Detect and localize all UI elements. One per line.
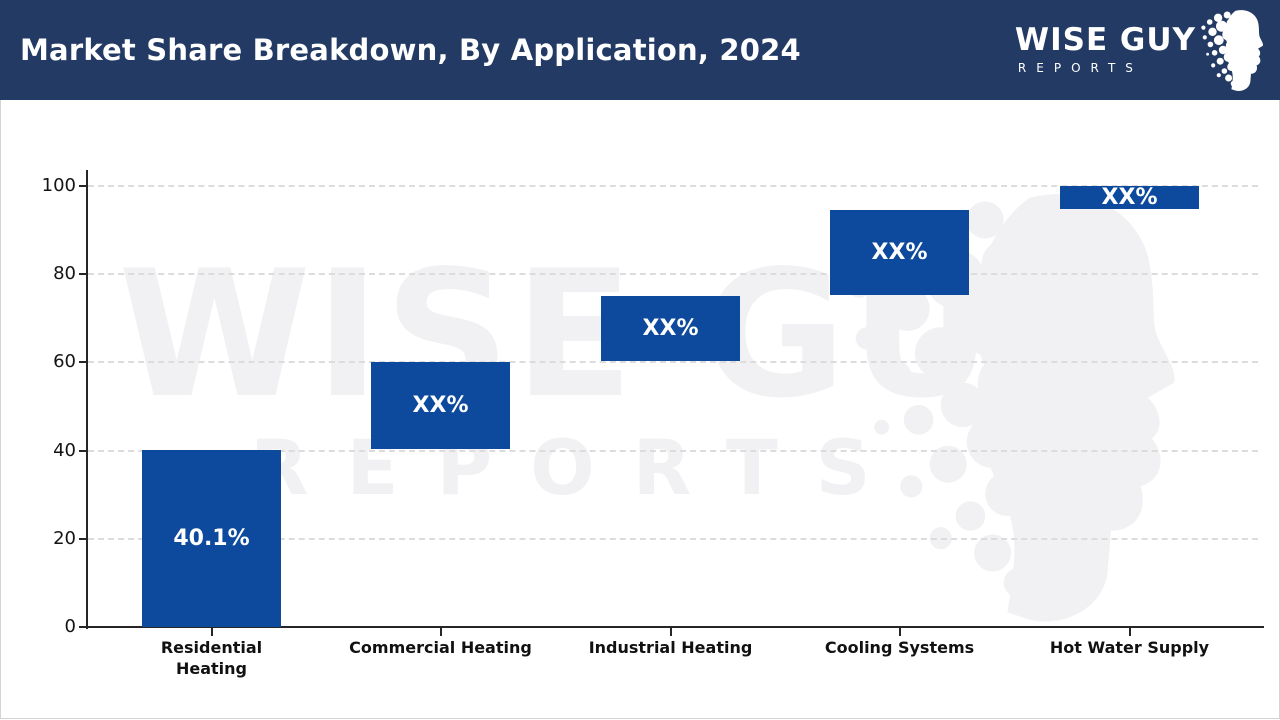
brand-subtitle: REPORTS [1017, 61, 1143, 75]
bar-value-label-industrial-heating: XX% [642, 316, 699, 342]
watermark-brand-subtext: REPORTS [250, 423, 909, 512]
x-tick-mark-industrial-heating [669, 628, 672, 636]
bar-hot-water-supply: XX% [1060, 184, 1199, 210]
category-label-residential-heating: Residential Heating [160, 638, 263, 678]
bar-value-label-hot-water-supply: XX% [1101, 184, 1158, 210]
category-label-hot-water-supply: Hot Water Supply [1049, 638, 1210, 657]
bar-industrial-heating: XX% [601, 296, 740, 362]
x-tick-mark-commercial-heating [439, 628, 442, 636]
x-tick-mark-residential-heating [210, 628, 213, 636]
y-tick-mark-80 [79, 273, 88, 276]
y-tick-mark-60 [79, 361, 88, 364]
category-label-commercial-heating: Commercial Heating [349, 638, 532, 657]
y-tick-label-80: 80 [53, 263, 76, 285]
bar-commercial-heating: XX% [371, 362, 510, 449]
y-tick-mark-20 [79, 537, 88, 540]
y-tick-mark-0 [79, 626, 88, 628]
bar-cooling-systems: XX% [830, 210, 969, 295]
x-tick-mark-cooling-systems [898, 628, 901, 636]
gridline-80 [88, 273, 1258, 276]
gridline-40 [88, 449, 1258, 452]
gridline-60 [88, 361, 1258, 364]
brand-name: WISE GUY [1014, 22, 1196, 58]
category-label-industrial-heating: Industrial Heating [588, 638, 753, 657]
x-axis-line [86, 626, 1264, 628]
y-axis-line [86, 170, 88, 629]
gridline-20 [88, 537, 1258, 540]
y-tick-label-0: 0 [64, 616, 76, 637]
y-tick-label-20: 20 [53, 527, 76, 549]
chart-title: Market Share Breakdown, By Application, … [20, 33, 801, 67]
brand-logo-text: WISE GUY REPORTS [1014, 22, 1196, 76]
bar-value-label-cooling-systems: XX% [871, 240, 928, 266]
brand-face-icon [1201, 10, 1264, 91]
bar-value-label-commercial-heating: XX% [412, 393, 469, 419]
bar-residential-heating: 40.1% [142, 450, 281, 627]
bar-value-label-residential-heating: 40.1% [173, 526, 250, 552]
brand-logo: WISE GUY REPORTS [1015, 0, 1270, 100]
gridline-100 [88, 185, 1258, 187]
y-tick-label-40: 40 [53, 439, 76, 461]
x-tick-mark-hot-water-supply [1128, 628, 1131, 636]
y-tick-label-60: 60 [53, 351, 76, 373]
category-label-cooling-systems: Cooling Systems [824, 638, 975, 657]
y-tick-label-100: 100 [41, 175, 76, 196]
y-tick-mark-40 [79, 449, 88, 452]
y-tick-mark-100 [79, 185, 88, 187]
header-bar: Market Share Breakdown, By Application, … [0, 0, 1280, 100]
